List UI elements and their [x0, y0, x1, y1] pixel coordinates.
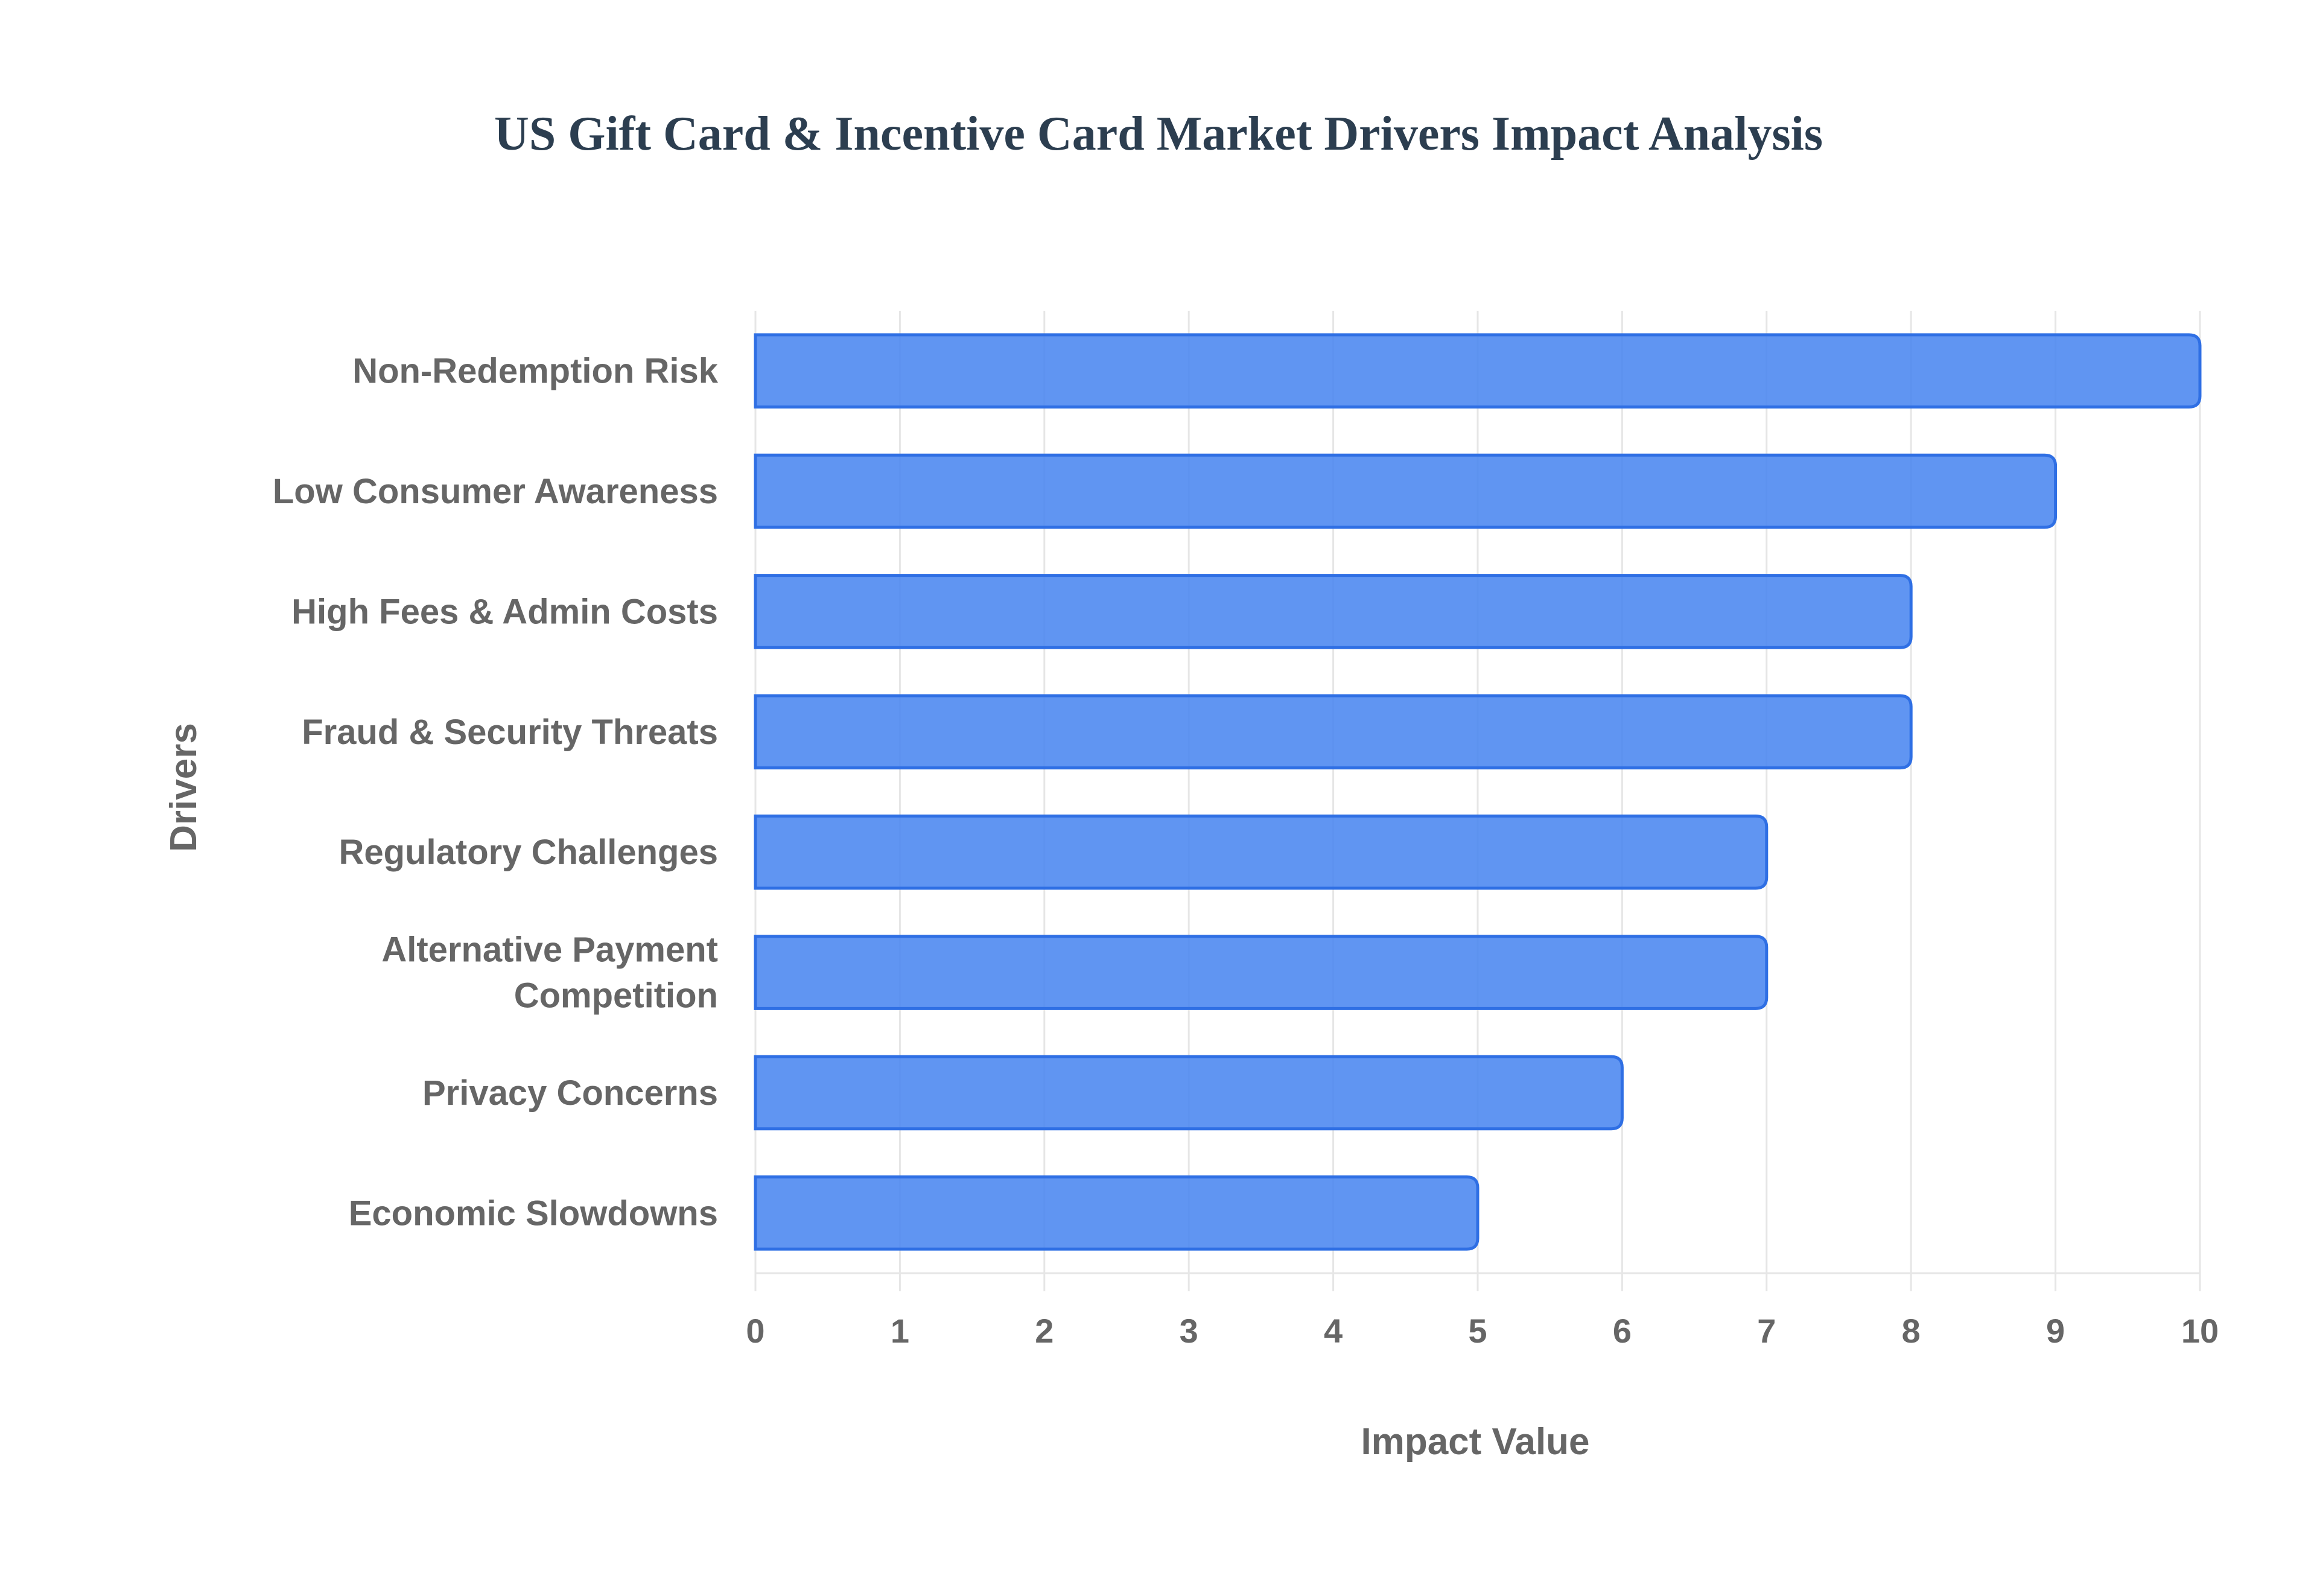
x-tick-label: 0 [746, 1312, 764, 1350]
x-axis-title: Impact Value [1361, 1421, 1589, 1463]
y-tick-label: Regulatory Challenges [339, 833, 718, 872]
x-tick-label: 2 [1035, 1312, 1054, 1350]
x-tick-label: 3 [1180, 1312, 1198, 1350]
x-tick-label: 9 [2046, 1312, 2065, 1350]
bar[interactable] [754, 1055, 1624, 1131]
y-tick-label: Non-Redemption Risk [352, 352, 719, 391]
y-tick-label: Low Consumer Awareness [273, 472, 718, 511]
bar[interactable] [754, 694, 1913, 770]
bar-layer [754, 333, 2202, 1251]
bar[interactable] [754, 1175, 1480, 1251]
x-tick-label: 8 [1902, 1312, 1921, 1350]
x-axis-ticks: 0 1 2 3 4 5 6 7 8 9 10 [746, 1312, 2219, 1350]
chart-title: US Gift Card & Incentive Card Market Dri… [494, 107, 1823, 161]
bar[interactable] [754, 333, 2202, 409]
y-axis-labels: Non-Redemption Risk Low Consumer Awarenes… [273, 352, 719, 1233]
bar[interactable] [754, 574, 1913, 649]
x-tick-label: 4 [1324, 1312, 1343, 1350]
y-tick-label: Privacy Concerns [422, 1073, 718, 1113]
x-tick-label: 5 [1468, 1312, 1487, 1350]
x-tick-label: 6 [1613, 1312, 1632, 1350]
y-tick-label: Economic Slowdowns [349, 1194, 718, 1233]
bar[interactable] [754, 453, 2058, 529]
bar[interactable] [754, 814, 1769, 890]
y-tick-label: High Fees & Admin Costs [291, 592, 718, 631]
y-tick-label: Alternative Payment Competition [381, 930, 718, 1016]
x-tick-label: 10 [2181, 1312, 2219, 1350]
x-tick-label: 1 [891, 1312, 909, 1350]
x-tick-label: 7 [1757, 1312, 1776, 1350]
bar[interactable] [754, 935, 1769, 1010]
y-tick-label: Fraud & Security Threats [302, 713, 718, 752]
y-axis-title: Drivers [163, 723, 205, 852]
